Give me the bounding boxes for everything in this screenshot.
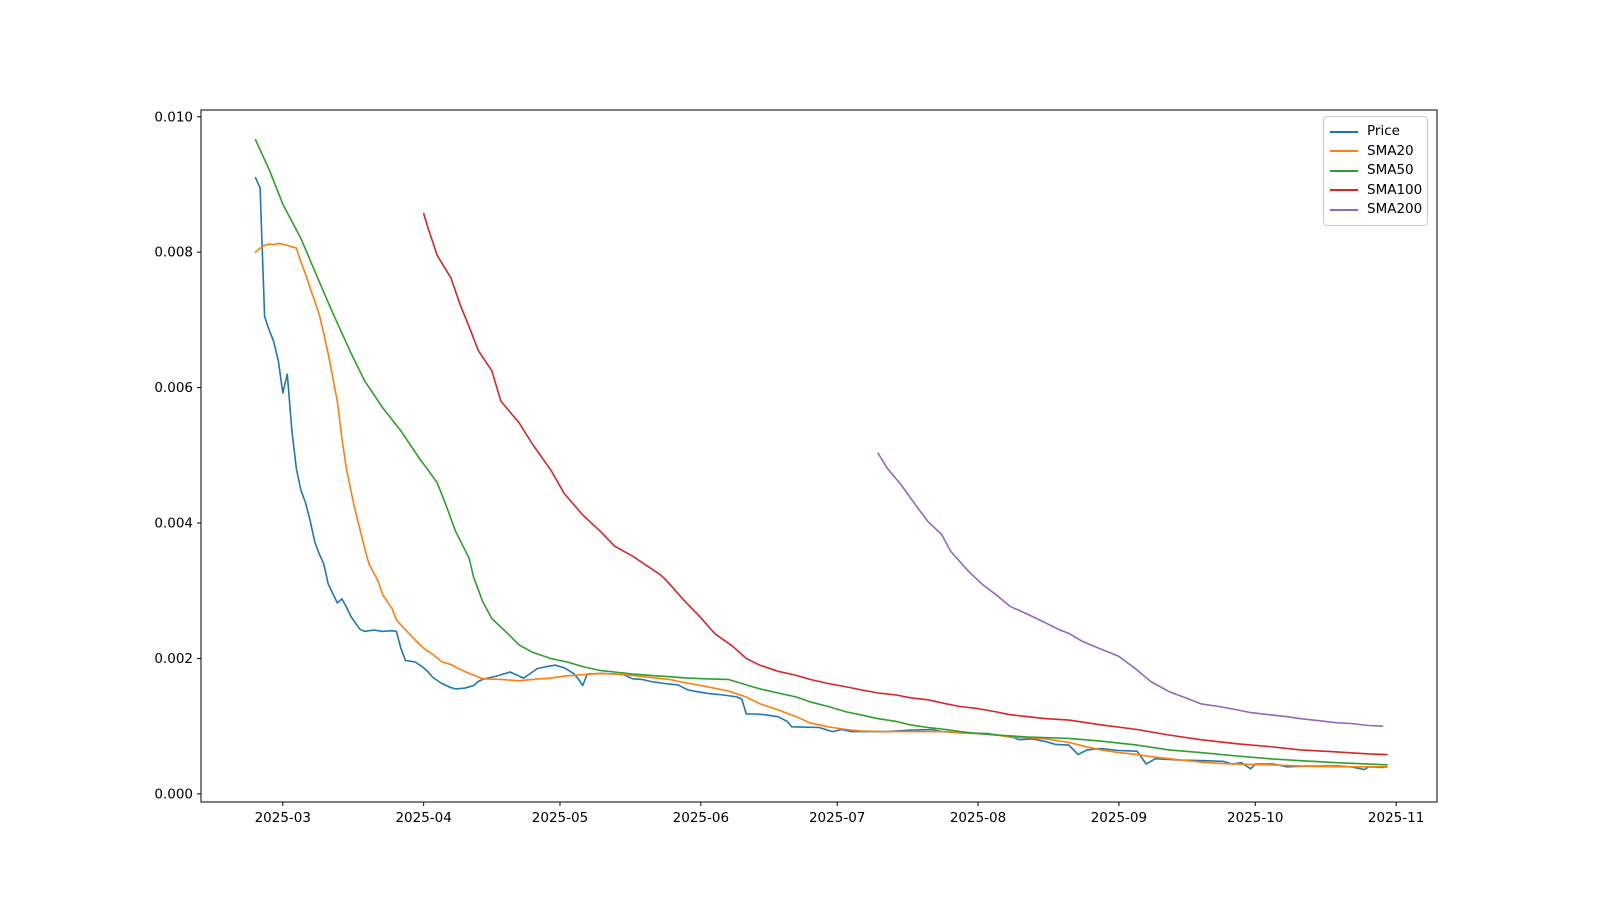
x-tick-label: 2025-03: [255, 810, 311, 826]
sma100-line: [422, 212, 1388, 756]
y-tick-label: 0.000: [154, 786, 193, 802]
legend-item-sma200: SMA200: [1330, 200, 1423, 220]
y-tick-label: 0.004: [154, 516, 193, 532]
legend-label: SMA200: [1367, 201, 1423, 217]
legend-item-sma50: SMA50: [1330, 161, 1421, 181]
x-tick-label: 2025-05: [532, 810, 588, 826]
x-tick-label: 2025-07: [809, 810, 865, 826]
legend-item-sma20: SMA20: [1330, 142, 1421, 162]
legend-item-price: Price: [1330, 122, 1421, 142]
legend-line-swatch-sma20: [1330, 150, 1358, 153]
legend-line-swatch-sma200: [1330, 208, 1358, 211]
legend-label: SMA20: [1367, 142, 1414, 159]
price-line: [254, 176, 1388, 771]
sma20-line: [254, 242, 1388, 768]
y-tick-label: 0.006: [154, 380, 193, 396]
legend-line-swatch-sma100: [1330, 189, 1358, 192]
sma50-line: [254, 139, 1388, 766]
sma200-line: [877, 452, 1384, 728]
y-tick-label: 0.008: [154, 245, 193, 261]
x-tick-label: 2025-08: [950, 810, 1006, 826]
legend-line-swatch-price: [1330, 130, 1358, 133]
legend-label: SMA100: [1367, 181, 1423, 198]
x-tick-label: 2025-11: [1368, 810, 1424, 826]
x-tick-label: 2025-09: [1091, 810, 1147, 826]
plot-area-frame: [200, 109, 1438, 803]
legend-item-sma100: SMA100: [1330, 181, 1423, 201]
x-tick-label: 2025-04: [395, 810, 451, 826]
x-tick-label: 2025-06: [673, 810, 729, 826]
legend-line-swatch-sma50: [1330, 169, 1358, 172]
legend-label: Price: [1367, 123, 1400, 139]
x-tick-label: 2025-10: [1227, 810, 1283, 826]
legend: Price SMA20 SMA50 SMA100 SMA200: [1323, 116, 1428, 226]
legend-label: SMA50: [1367, 162, 1414, 178]
y-tick-label: 0.002: [154, 651, 193, 667]
y-tick-label: 0.010: [154, 109, 193, 125]
